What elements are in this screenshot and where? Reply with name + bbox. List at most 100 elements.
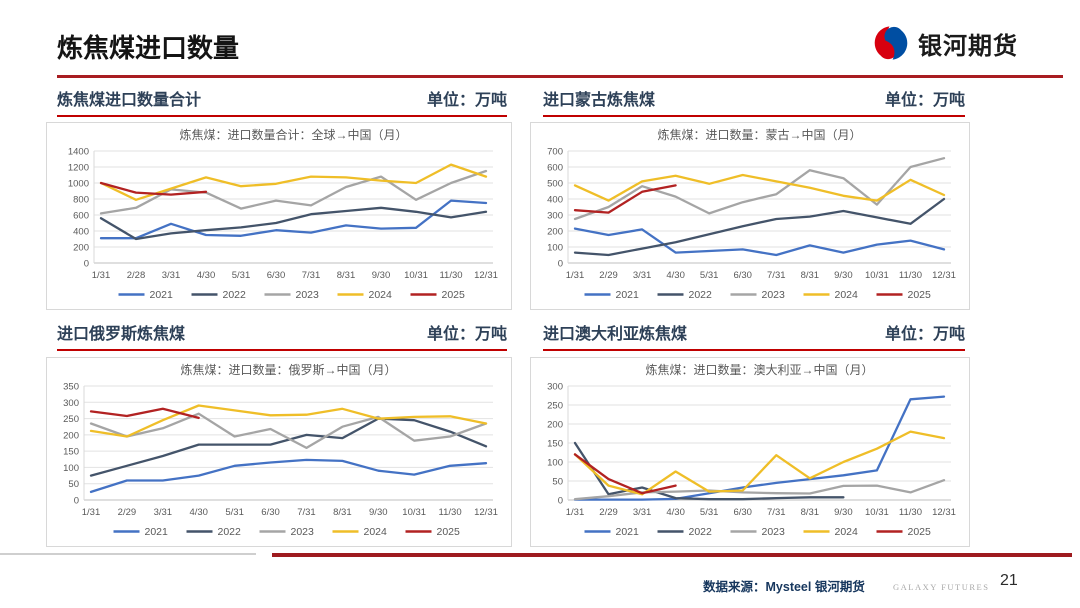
- chart-global-total: 炼焦煤：进口数量合计：全球→中国（月） 0 200 400 600 800 1000 1200…: [68, 127, 498, 301]
- svg-text:12/31: 12/31: [474, 507, 498, 518]
- svg-text:7/31: 7/31: [767, 507, 786, 518]
- page-title: 炼焦煤进口数量: [57, 33, 240, 63]
- svg-text:9/30: 9/30: [834, 270, 853, 281]
- svg-text:12/31: 12/31: [932, 507, 956, 518]
- svg-text:11/30: 11/30: [439, 270, 462, 281]
- svg-text:炼焦煤：进口数量：俄罗斯→中国（月）: 炼焦煤：进口数量：俄罗斯→中国（月）: [180, 362, 396, 377]
- logo-text: 银河期货: [918, 32, 1018, 60]
- legend-2022-label: 2022: [218, 526, 242, 538]
- svg-text:12/31: 12/31: [474, 270, 498, 281]
- svg-text:11/30: 11/30: [899, 507, 922, 518]
- legend-2025-label: 2025: [442, 289, 466, 301]
- legend-2025-label: 2025: [437, 526, 461, 538]
- svg-text:150: 150: [63, 447, 79, 458]
- panel-unit: 单位：万吨: [884, 92, 965, 109]
- svg-text:700: 700: [547, 147, 563, 158]
- svg-text:2/29: 2/29: [599, 507, 618, 518]
- svg-text:800: 800: [73, 195, 89, 206]
- svg-text:8/31: 8/31: [337, 270, 356, 281]
- legend-2023-label: 2023: [291, 526, 315, 538]
- svg-text:9/30: 9/30: [369, 507, 388, 518]
- svg-text:2/29: 2/29: [599, 270, 618, 281]
- svg-text:200: 200: [547, 227, 563, 238]
- svg-text:11/30: 11/30: [439, 507, 462, 518]
- svg-text:10/31: 10/31: [865, 270, 889, 281]
- panel-header-mongolia: 进口蒙古炼焦煤 单位：万吨: [543, 86, 965, 117]
- svg-text:5/31: 5/31: [700, 270, 719, 281]
- chart-russia: 炼焦煤：进口数量：俄罗斯→中国（月） 0 50 100 150 200 250 300 350 1…: [63, 362, 498, 538]
- series-2025-line: [89, 407, 200, 420]
- legend-2022-label: 2022: [689, 289, 713, 301]
- svg-text:4/30: 4/30: [666, 507, 685, 518]
- series-2023-line: [99, 169, 488, 215]
- svg-text:1000: 1000: [68, 179, 89, 190]
- svg-text:6/30: 6/30: [733, 507, 752, 518]
- svg-text:1400: 1400: [68, 147, 89, 158]
- chart-australia: 炼焦煤：进口数量：澳大利亚→中国（月） 0 50 100 150 200 250 300 1/3…: [547, 362, 956, 538]
- series-2025-line: [99, 181, 208, 196]
- legend-2023-label: 2023: [762, 289, 786, 301]
- legend-2021-label: 2021: [616, 526, 640, 538]
- svg-text:400: 400: [547, 195, 563, 206]
- svg-text:300: 300: [547, 382, 563, 393]
- legend-2025-label: 2025: [908, 526, 932, 538]
- chart-panel-russia: 炼焦煤：进口数量：俄罗斯→中国（月） 0 50 100 150 200 250 300 350 1…: [46, 357, 512, 547]
- legend-2025-label: 2025: [908, 289, 932, 301]
- svg-text:5/31: 5/31: [225, 507, 244, 518]
- svg-text:12/31: 12/31: [932, 270, 956, 281]
- panel-title: 进口蒙古炼焦煤: [543, 92, 656, 109]
- panel-header-russia: 进口俄罗斯炼焦煤 单位：万吨: [57, 320, 507, 351]
- svg-text:10/31: 10/31: [404, 270, 428, 281]
- svg-text:0: 0: [84, 259, 89, 270]
- panel-title: 进口俄罗斯炼焦煤: [57, 326, 186, 343]
- svg-text:7/31: 7/31: [302, 270, 321, 281]
- panel-title: 进口澳大利亚炼焦煤: [543, 326, 688, 343]
- series-2024-line: [573, 430, 946, 496]
- svg-text:9/30: 9/30: [372, 270, 391, 281]
- galaxy-swirl-icon: [874, 26, 908, 60]
- series-2021-line: [89, 458, 488, 494]
- panel-unit: 单位：万吨: [426, 326, 507, 343]
- series-2022-line: [99, 206, 488, 241]
- svg-text:8/31: 8/31: [801, 270, 820, 281]
- svg-text:600: 600: [73, 211, 89, 222]
- series-2024-line: [89, 404, 488, 438]
- footer-gray-rule: [0, 553, 256, 555]
- series-2022-line: [573, 441, 845, 501]
- brand-text: GALAXY FUTURES: [893, 582, 990, 592]
- chart-panel-total: 炼焦煤：进口数量合计：全球→中国（月） 0 200 400 600 800 1000 1200…: [46, 122, 512, 310]
- svg-text:7/31: 7/31: [767, 270, 786, 281]
- svg-text:炼焦煤：进口数量：澳大利亚→中国（月）: 炼焦煤：进口数量：澳大利亚→中国（月）: [645, 362, 873, 377]
- svg-text:0: 0: [558, 496, 563, 507]
- series-2023-line: [89, 412, 488, 450]
- legend-2023-label: 2023: [296, 289, 320, 301]
- svg-text:9/30: 9/30: [834, 507, 853, 518]
- svg-text:250: 250: [63, 414, 79, 425]
- svg-text:100: 100: [63, 463, 79, 474]
- svg-text:1200: 1200: [68, 163, 89, 174]
- svg-text:5/31: 5/31: [700, 507, 719, 518]
- svg-text:1/31: 1/31: [566, 270, 585, 281]
- series-2021-line: [99, 199, 488, 240]
- legend-2021-label: 2021: [616, 289, 640, 301]
- svg-text:4/30: 4/30: [197, 270, 216, 281]
- svg-text:11/30: 11/30: [899, 270, 922, 281]
- svg-text:400: 400: [73, 227, 89, 238]
- legend-2024-label: 2024: [835, 289, 859, 301]
- svg-text:50: 50: [68, 479, 79, 490]
- series-2024-line: [99, 163, 488, 201]
- svg-text:7/31: 7/31: [297, 507, 316, 518]
- svg-text:0: 0: [74, 496, 79, 507]
- data-source-text: 数据来源：Mysteel 银河期货: [703, 580, 865, 594]
- svg-text:3/31: 3/31: [154, 507, 173, 518]
- legend-2024-label: 2024: [369, 289, 393, 301]
- svg-text:100: 100: [547, 243, 563, 254]
- svg-text:2/28: 2/28: [127, 270, 146, 281]
- svg-text:10/31: 10/31: [865, 507, 889, 518]
- svg-text:300: 300: [547, 211, 563, 222]
- svg-text:600: 600: [547, 163, 563, 174]
- svg-text:6/30: 6/30: [267, 270, 286, 281]
- legend-2022-label: 2022: [689, 526, 713, 538]
- panel-title: 炼焦煤进口数量合计: [57, 92, 202, 109]
